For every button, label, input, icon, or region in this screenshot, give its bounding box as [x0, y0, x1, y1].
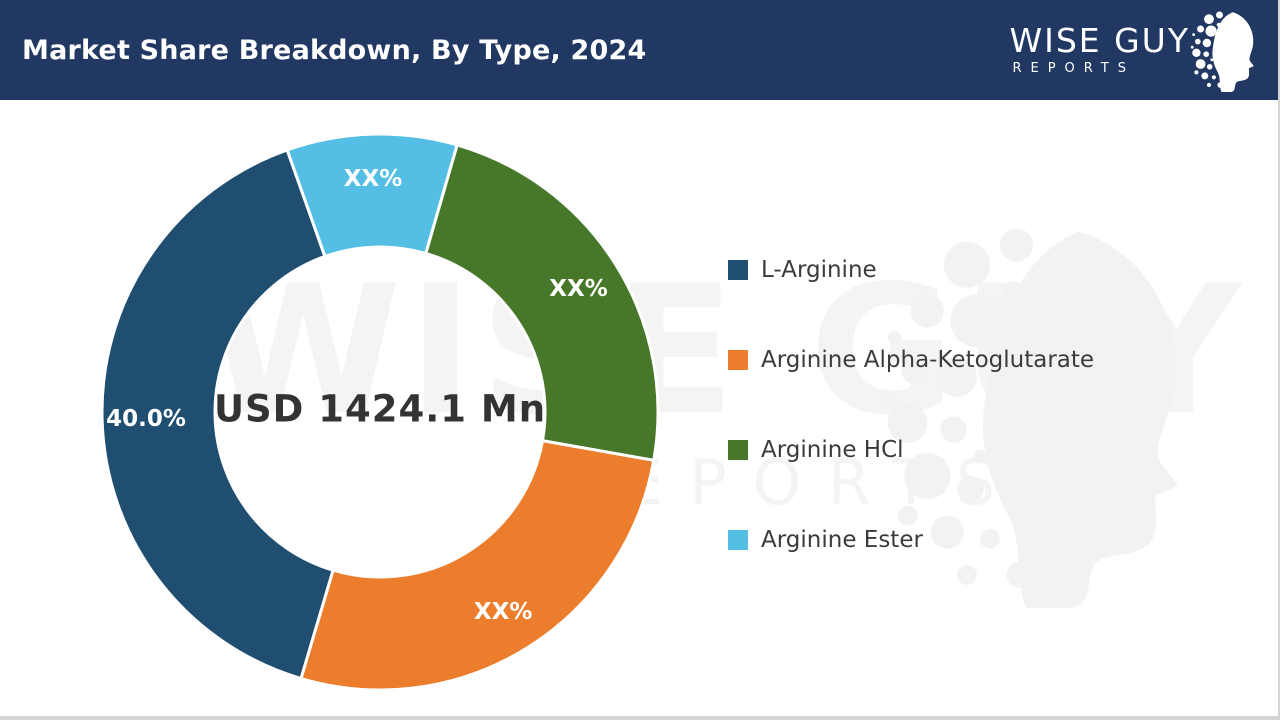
- legend-item-l-arginine[interactable]: L-Arginine: [728, 256, 1094, 284]
- logo-wiseguy-text: WISE GUY: [1009, 21, 1190, 60]
- legend-item-arginine-alpha-ketoglutarate[interactable]: Arginine Alpha-Ketoglutarate: [728, 346, 1094, 374]
- legend-label: Arginine Ester: [761, 527, 923, 553]
- donut-segment-arginine-hcl[interactable]: [424, 143, 660, 462]
- legend-swatch-icon: [728, 440, 748, 460]
- donut-segment-arginine-ester[interactable]: [285, 132, 459, 258]
- slice-percentage-label: XX%: [549, 276, 608, 302]
- legend-item-arginine-hcl[interactable]: Arginine HCl: [728, 436, 1094, 464]
- slice-percentage-label: XX%: [474, 599, 533, 625]
- slice-percentage-label: XX%: [344, 166, 403, 192]
- legend-swatch-icon: [728, 260, 748, 280]
- header-bar: Market Share Breakdown, By Type, 2024 WI…: [0, 0, 1278, 100]
- slice-percentage-label: 40.0%: [106, 406, 186, 432]
- legend-swatch-icon: [728, 530, 748, 550]
- chart-legend: L-Arginine Arginine Alpha-Ketoglutarate …: [728, 256, 1094, 616]
- donut-segment-l-arginine[interactable]: [100, 148, 335, 681]
- legend-swatch-icon: [728, 350, 748, 370]
- legend-label: Arginine HCl: [761, 437, 904, 463]
- wiseguy-logo: WISE GUY REPORTS: [1009, 8, 1260, 92]
- watermark-face-icon: [881, 228, 1179, 609]
- bottom-divider: [0, 716, 1278, 718]
- page-title: Market Share Breakdown, By Type, 2024: [22, 34, 647, 66]
- legend-item-arginine-ester[interactable]: Arginine Ester: [728, 526, 1094, 554]
- wiseguy-face-icon: [1190, 11, 1254, 92]
- legend-label: L-Arginine: [761, 257, 877, 283]
- chart-center-value: USD 1424.1 Mn: [213, 387, 547, 431]
- logo-reports-text: REPORTS: [1012, 61, 1136, 76]
- legend-label: Arginine Alpha-Ketoglutarate: [761, 347, 1095, 373]
- donut-segment-arginine-alpha-ketoglutarate[interactable]: [299, 439, 656, 692]
